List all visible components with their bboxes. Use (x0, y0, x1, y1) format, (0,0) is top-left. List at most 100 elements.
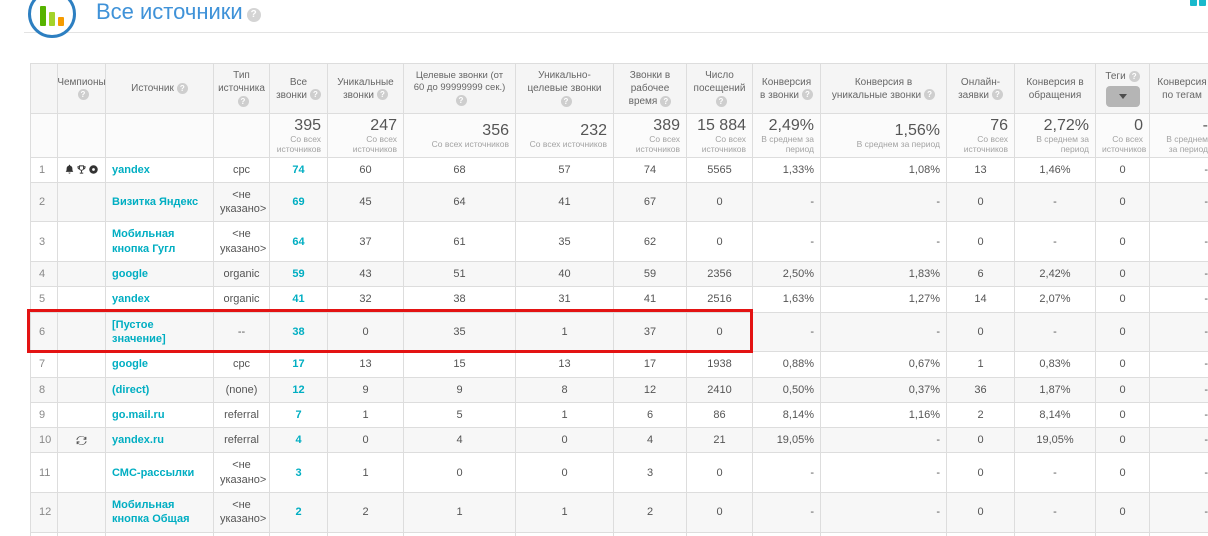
cell-source: [Пустое значение] (105, 311, 214, 353)
totals-value: - (1202, 117, 1208, 134)
column-help-icon[interactable]: ? (77, 89, 89, 101)
cell-champions (57, 221, 106, 263)
totals-caption: Со всех источников (529, 138, 607, 149)
source-link[interactable]: yandex.ru (112, 434, 164, 447)
all-calls-value[interactable]: 2 (295, 506, 302, 519)
totals-visits: 15 884 Со всех источников (686, 113, 753, 158)
source-link[interactable]: [Пустое значение] (112, 318, 166, 345)
column-header-source[interactable]: Источник? (105, 63, 214, 114)
cell-working_hours_calls: 59 (613, 261, 687, 288)
source-link[interactable]: Мобильная кнопка Гугл (112, 228, 176, 255)
cell-conv_calls: - (752, 491, 821, 533)
column-header-tags[interactable]: Теги? (1095, 63, 1150, 114)
all-calls-value[interactable]: 7 (295, 408, 302, 421)
all-calls-value[interactable]: 4 (295, 434, 302, 447)
totals-caption: Со всех источников (701, 134, 746, 154)
source-link[interactable]: google (112, 268, 149, 281)
cell-conv_tags: - (1149, 156, 1208, 183)
source-link[interactable]: Визитка Яндекс (112, 195, 199, 208)
column-header-champions[interactable]: Чемпионы? (57, 63, 106, 114)
cell-target_calls: 2 (403, 531, 516, 536)
cell-unique_target_calls: 35 (515, 221, 614, 263)
column-help-icon[interactable]: ? (176, 82, 188, 94)
cell-source: yandex.ru (105, 427, 214, 454)
column-help-icon[interactable]: ? (455, 94, 467, 106)
cell-champions (57, 261, 106, 288)
table-settings-icon[interactable] (1190, 0, 1206, 6)
cell-visits: 2516 (686, 286, 753, 313)
all-calls-value[interactable]: 12 (292, 383, 305, 396)
column-header-conv_appeals[interactable]: Конверсия в обращения (1014, 63, 1096, 114)
column-help-icon[interactable]: ? (660, 95, 672, 107)
column-header-label: Звонки в рабочее время (628, 70, 671, 107)
cell-num: 9 (30, 401, 58, 429)
column-header-type[interactable]: Тип источника? (213, 63, 270, 114)
all-calls-value[interactable]: 41 (292, 293, 305, 306)
cell-online_requests: 6 (946, 261, 1015, 288)
column-help-icon[interactable]: ? (309, 89, 321, 101)
column-help-icon[interactable]: ? (1128, 70, 1140, 82)
cell-conv_appeals: - (1014, 531, 1096, 536)
cell-champions (57, 427, 106, 454)
column-help-icon[interactable]: ? (560, 95, 572, 107)
all-calls-value[interactable]: 74 (292, 163, 305, 176)
all-calls-value[interactable]: 69 (292, 195, 305, 208)
column-header-online_requests[interactable]: Онлайн-заявки? (946, 63, 1015, 114)
source-link[interactable]: СМС-рассылки (112, 466, 195, 479)
column-header-label: Чемпионы (57, 76, 106, 88)
cell-unique_calls: 45 (327, 181, 404, 223)
column-header-conv_calls[interactable]: Конверсия в звонки? (752, 63, 821, 114)
totals-caption: Со всех источников (963, 134, 1008, 154)
source-link[interactable]: (direct) (112, 383, 150, 396)
cell-champions (57, 156, 106, 183)
cell-tags: 0 (1095, 376, 1150, 403)
column-header-conv_unique_calls[interactable]: Конверсия в уникальные звонки? (820, 63, 947, 114)
title-help-icon[interactable]: ? (246, 7, 261, 22)
table-row: 4 google organic 59 43 51 40 59 2356 2,50% 1,83% 6 2… (30, 261, 1208, 288)
cell-visits: 0 (686, 311, 753, 353)
all-calls-value[interactable]: 17 (292, 358, 305, 371)
champion-badges (64, 164, 99, 175)
column-header-target_calls[interactable]: Целевые звонки (от 60 до 99999999 сек.)? (403, 63, 516, 114)
column-header-working_hours_calls[interactable]: Звонки в рабочее время? (613, 63, 687, 114)
cell-conv_appeals: - (1014, 181, 1096, 223)
cell-all_calls: 4 (269, 427, 328, 454)
column-help-icon[interactable]: ? (376, 89, 388, 101)
table-row: 13Визитка Гугл<не указано>222220--0-0- (30, 531, 1208, 536)
source-link[interactable]: google (112, 358, 149, 371)
table-row: 7 google cpc 17 13 15 13 17 1938 0,88% 0,67% 1 0,83%… (30, 351, 1208, 378)
column-help-icon[interactable]: ? (801, 89, 813, 101)
column-header-visits[interactable]: Число посещений? (686, 63, 753, 114)
totals-value: 15 884 (697, 117, 746, 134)
all-calls-value[interactable]: 59 (292, 268, 305, 281)
cell-num: 11 (30, 452, 58, 493)
source-link[interactable]: go.mail.ru (112, 408, 165, 421)
table-row: 12 Мобильная кнопка Общая <не указано> 2 2 1 1… (30, 491, 1208, 533)
column-help-icon[interactable]: ? (924, 89, 936, 101)
column-help-icon[interactable]: ? (237, 95, 249, 107)
totals-conv_unique_calls: 1,56% В среднем за период (820, 113, 947, 158)
totals-all_calls: 395 Со всех источников (269, 113, 328, 158)
cell-champions (57, 351, 106, 378)
all-calls-value[interactable]: 38 (292, 325, 305, 338)
cell-conv_calls: 8,14% (752, 401, 821, 429)
cell-conv_appeals: - (1014, 491, 1096, 533)
cell-visits: 0 (686, 181, 753, 223)
cell-type: -- (213, 311, 270, 353)
cell-conv_appeals: 2,42% (1014, 261, 1096, 288)
column-header-unique_calls[interactable]: Уникальные звонки? (327, 63, 404, 114)
column-header-conv_tags[interactable]: Конверсия по тегам (1149, 63, 1208, 114)
cell-source: Визитка Яндекс (105, 181, 214, 223)
all-calls-value[interactable]: 64 (292, 235, 305, 248)
source-link[interactable]: Мобильная кнопка Общая (112, 498, 190, 526)
source-link[interactable]: yandex (112, 163, 150, 176)
column-help-icon[interactable]: ? (991, 89, 1003, 101)
column-header-all_calls[interactable]: Все звонки? (269, 63, 328, 114)
column-help-icon[interactable]: ? (715, 95, 727, 107)
source-link[interactable]: yandex (112, 293, 150, 306)
totals-value: 2,72% (1043, 117, 1089, 134)
column-header-unique_target_calls[interactable]: Уникально-целевые звонки? (515, 63, 614, 114)
tags-filter-dropdown[interactable] (1105, 86, 1140, 107)
cell-conv_appeals: 2,07% (1014, 286, 1096, 313)
all-calls-value[interactable]: 3 (295, 466, 302, 479)
